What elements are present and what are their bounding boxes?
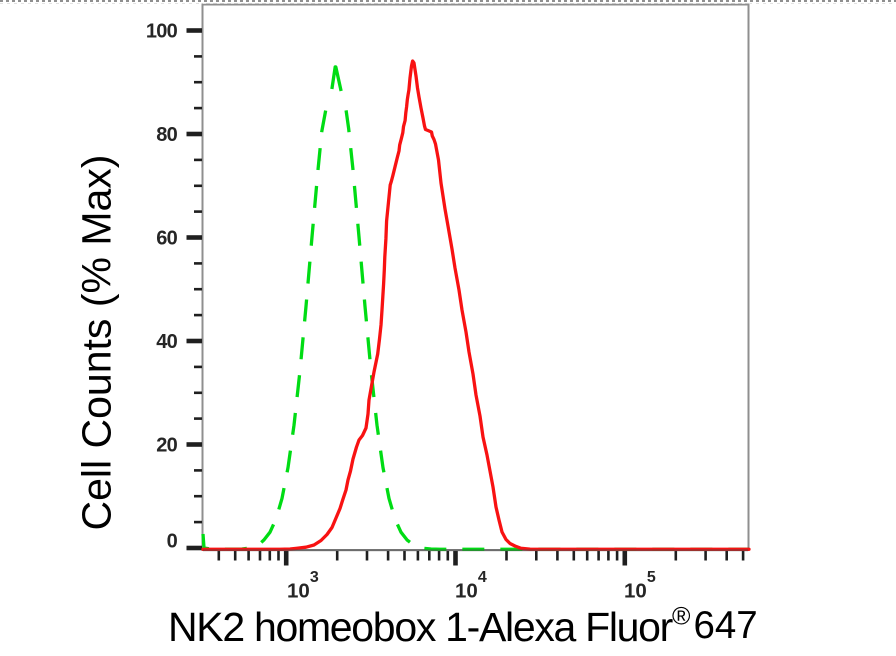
svg-text:0: 0 <box>167 531 178 553</box>
svg-text:20: 20 <box>156 435 177 457</box>
svg-text:40: 40 <box>156 331 177 353</box>
svg-text:NK2 homeobox 1-Alexa Fluor®647: NK2 homeobox 1-Alexa Fluor®647 <box>168 603 758 651</box>
svg-text:103: 103 <box>287 569 319 603</box>
svg-text:60: 60 <box>156 228 177 250</box>
svg-text:105: 105 <box>624 569 656 603</box>
svg-text:100: 100 <box>146 21 178 43</box>
svg-text:80: 80 <box>156 124 177 146</box>
svg-text:Cell Counts (% Max): Cell Counts (% Max) <box>74 155 120 531</box>
svg-text:104: 104 <box>455 569 487 603</box>
